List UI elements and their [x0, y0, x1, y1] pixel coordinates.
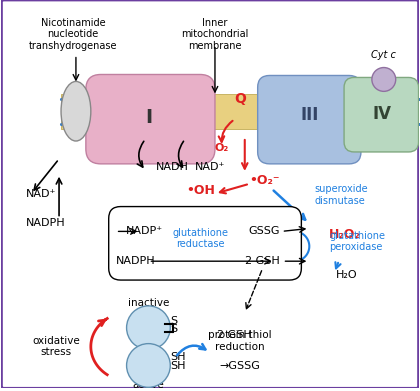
FancyBboxPatch shape: [109, 206, 302, 280]
Text: Nicotinamide
nucleotide
transhydrogenase: Nicotinamide nucleotide transhydrogenase: [29, 18, 117, 51]
Text: active: active: [133, 380, 164, 390]
Text: Q: Q: [234, 92, 246, 106]
Text: O₂: O₂: [215, 143, 229, 153]
Text: inactive: inactive: [128, 298, 169, 308]
Text: oxidative
stress: oxidative stress: [32, 336, 80, 357]
Text: NAD⁺: NAD⁺: [26, 189, 57, 199]
Text: Enz: Enz: [139, 323, 158, 333]
Text: Cyt c: Cyt c: [371, 50, 396, 59]
Text: glutathione
reductase: glutathione reductase: [172, 228, 228, 249]
Text: protein thiol
reduction: protein thiol reduction: [208, 330, 272, 352]
Circle shape: [126, 306, 170, 350]
Ellipse shape: [61, 81, 91, 141]
FancyBboxPatch shape: [257, 75, 361, 164]
Text: GSSG: GSSG: [248, 226, 280, 237]
Text: NADH: NADH: [155, 162, 188, 172]
Text: S: S: [170, 316, 177, 326]
Text: 2 GSH: 2 GSH: [245, 256, 280, 266]
Text: 2 GSH: 2 GSH: [218, 330, 252, 340]
Text: SH: SH: [170, 361, 186, 371]
Text: NADPH: NADPH: [26, 219, 66, 228]
FancyBboxPatch shape: [344, 77, 419, 152]
Circle shape: [126, 344, 170, 387]
Text: S: S: [170, 324, 177, 334]
Text: H₂O: H₂O: [336, 270, 358, 280]
Text: glutathione
peroxidase: glutathione peroxidase: [329, 231, 385, 252]
Text: III: III: [300, 106, 318, 124]
Text: NADPH: NADPH: [116, 256, 155, 266]
Text: NADP⁺: NADP⁺: [126, 226, 163, 237]
Text: IV: IV: [372, 105, 391, 123]
Text: superoxide
dismutase: superoxide dismutase: [314, 184, 368, 206]
Text: Inner
mitochondrial
membrane: Inner mitochondrial membrane: [181, 18, 249, 51]
FancyBboxPatch shape: [86, 74, 215, 164]
Bar: [61, 94, 419, 129]
Text: I: I: [145, 108, 152, 127]
Circle shape: [372, 68, 396, 91]
Text: SH: SH: [170, 352, 186, 362]
Text: NAD⁺: NAD⁺: [195, 162, 226, 172]
Text: H₂O₂: H₂O₂: [329, 228, 361, 241]
Text: •O₂⁻: •O₂⁻: [250, 174, 280, 187]
Text: •OH: •OH: [186, 184, 215, 197]
Text: →GSSG: →GSSG: [219, 361, 260, 371]
